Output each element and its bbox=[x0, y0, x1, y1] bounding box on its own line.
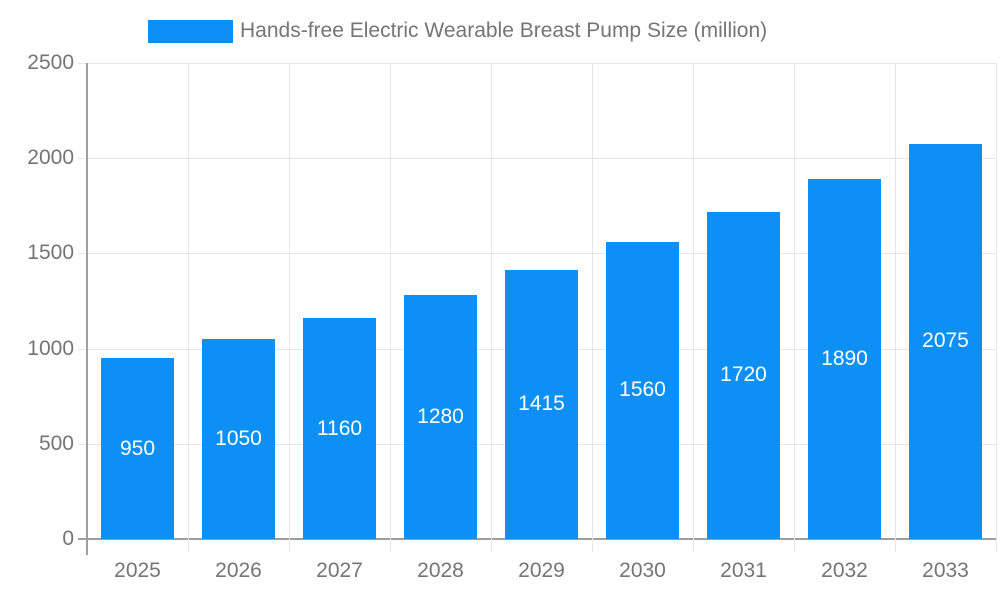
bar bbox=[202, 339, 275, 539]
x-tick-label: 2028 bbox=[417, 559, 464, 582]
bar bbox=[909, 143, 982, 539]
gridline-h bbox=[78, 253, 996, 255]
legend-swatch bbox=[148, 20, 233, 43]
bar bbox=[606, 241, 679, 539]
x-tick-label: 2031 bbox=[720, 559, 767, 582]
y-tick-label: 2000 bbox=[27, 146, 74, 170]
bar-value-label: 950 bbox=[119, 436, 156, 460]
gridline-v bbox=[289, 63, 290, 552]
bar-value-label: 1890 bbox=[821, 347, 868, 371]
bar-value-label: 1415 bbox=[518, 392, 565, 416]
y-tick-label: 1500 bbox=[27, 241, 74, 265]
gridline-v bbox=[693, 63, 694, 552]
y-tick-label: 500 bbox=[38, 431, 74, 455]
x-tick-label: 2026 bbox=[215, 559, 262, 582]
x-tick-label: 2029 bbox=[518, 559, 565, 582]
y-axis-line bbox=[86, 63, 88, 555]
bar-value-label: 2075 bbox=[922, 329, 969, 353]
gridline-v bbox=[895, 63, 896, 552]
y-tick-label: 0 bbox=[62, 527, 74, 550]
bar-value-label: 1160 bbox=[316, 416, 363, 440]
bar bbox=[808, 179, 881, 539]
bar-value-label: 1720 bbox=[720, 363, 767, 387]
bar bbox=[707, 211, 780, 539]
gridline-v bbox=[794, 63, 795, 552]
bar bbox=[404, 295, 477, 539]
x-tick-label: 2025 bbox=[114, 559, 161, 582]
bar bbox=[505, 269, 578, 539]
x-tick-label: 2033 bbox=[922, 559, 969, 582]
bar-value-label: 1560 bbox=[619, 378, 666, 402]
gridline-v bbox=[491, 63, 492, 552]
gridline-v bbox=[390, 63, 391, 552]
legend-label: Hands-free Electric Wearable Breast Pump… bbox=[240, 19, 768, 42]
y-tick-label: 1000 bbox=[27, 336, 74, 360]
bar bbox=[303, 318, 376, 539]
bar bbox=[101, 358, 174, 539]
gridline-h bbox=[78, 63, 996, 64]
bar-value-label: 1280 bbox=[417, 405, 464, 429]
x-tick-label: 2032 bbox=[821, 559, 868, 582]
gridline-v bbox=[996, 63, 997, 552]
y-tick-label: 2500 bbox=[27, 51, 74, 74]
x-tick-label: 2030 bbox=[619, 559, 666, 582]
gridline-v bbox=[592, 63, 593, 552]
x-tick-label: 2027 bbox=[316, 559, 363, 582]
gridline-h bbox=[78, 158, 996, 160]
gridline-v bbox=[188, 63, 189, 552]
x-axis-line bbox=[78, 538, 996, 540]
bar-value-label: 1050 bbox=[215, 427, 262, 451]
